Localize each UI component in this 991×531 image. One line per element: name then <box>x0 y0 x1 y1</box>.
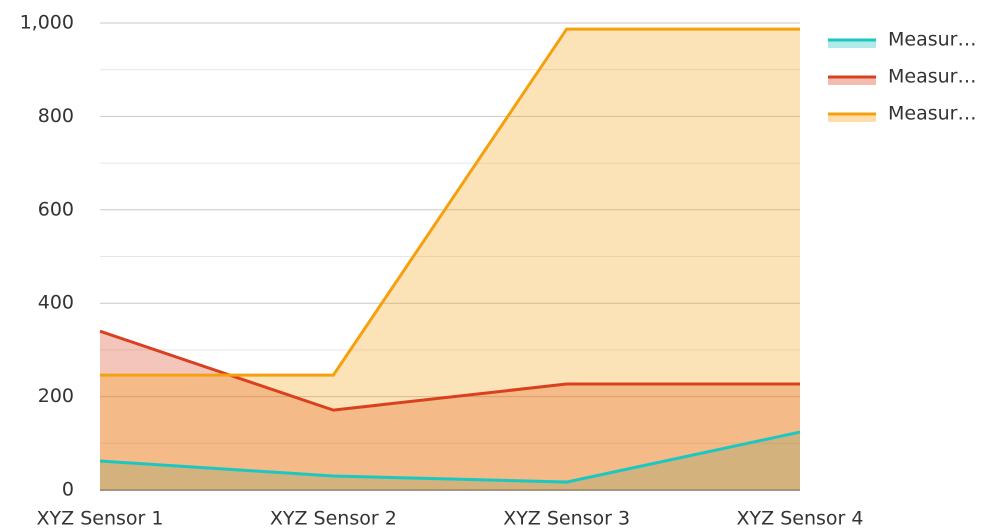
x-tick-label: XYZ Sensor 4 <box>737 508 864 530</box>
y-tick-label: 800 <box>38 105 74 127</box>
y-tick-label: 0 <box>62 479 74 501</box>
legend-swatch-area <box>828 114 876 122</box>
line <box>99 430 801 484</box>
legend-label: Measur… <box>888 103 976 125</box>
y-tick-label: 400 <box>38 292 74 314</box>
legend-label: Measur… <box>888 66 976 88</box>
x-tick-label: XYZ Sensor 1 <box>37 508 164 530</box>
area <box>100 331 800 490</box>
area <box>100 29 800 491</box>
legend-swatch-area <box>828 40 876 48</box>
x-tick-label: XYZ Sensor 2 <box>270 508 397 530</box>
legend-swatch-area <box>828 77 876 85</box>
line <box>99 329 800 412</box>
line <box>100 27 800 377</box>
y-tick-label: 600 <box>38 198 74 220</box>
area <box>100 432 800 490</box>
y-tick-label: 200 <box>38 385 74 407</box>
legend-label: Measur… <box>888 29 976 51</box>
x-tick-label: XYZ Sensor 3 <box>503 508 630 530</box>
y-tick-label: 1,000 <box>20 12 74 34</box>
